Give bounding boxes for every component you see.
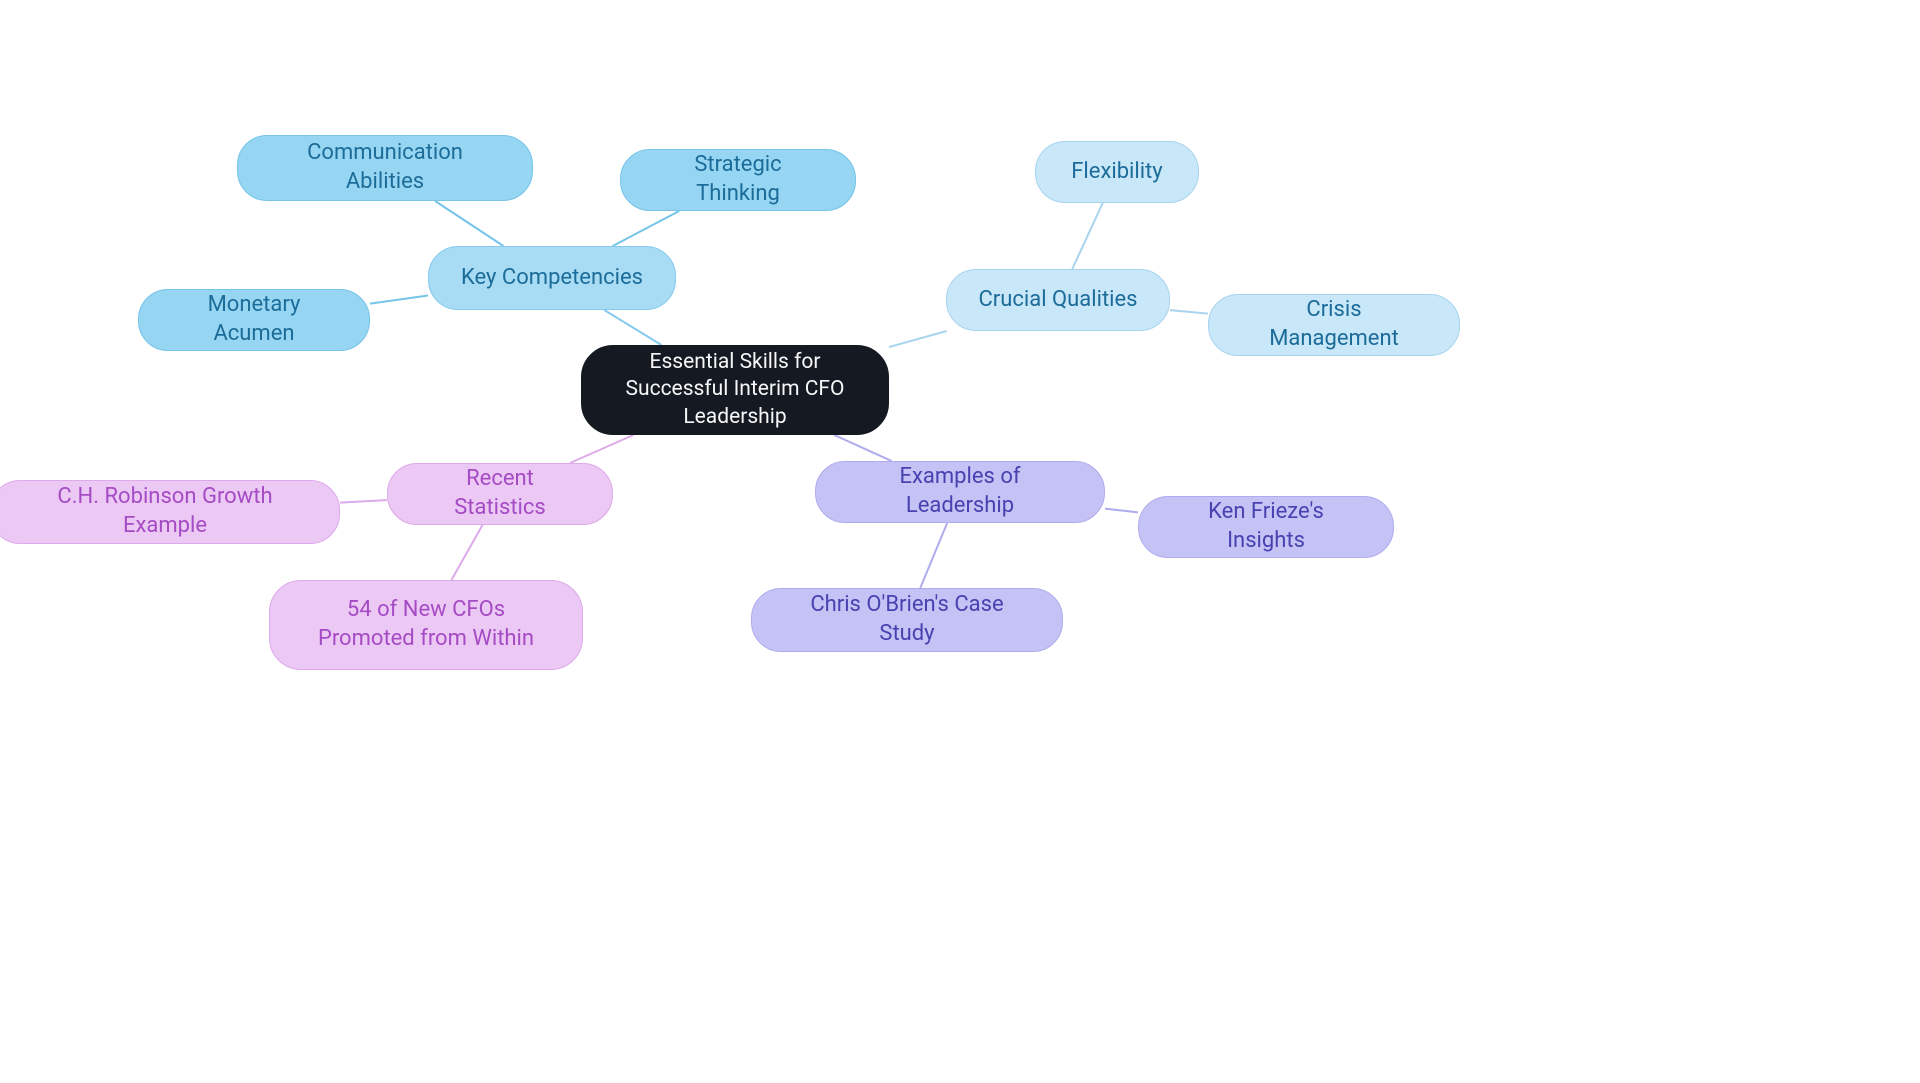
node-label: Crucial Qualities xyxy=(978,286,1137,315)
edge xyxy=(1170,310,1208,313)
mindmap-node-crisis: Crisis Management xyxy=(1208,294,1460,356)
mindmap-node-stats: Recent Statistics xyxy=(387,463,613,525)
node-label: Communication Abilities xyxy=(268,139,502,196)
edge xyxy=(451,525,482,580)
node-label: C.H. Robinson Growth Example xyxy=(21,483,309,540)
edge xyxy=(889,331,947,347)
mindmap-node-ch-rob: C.H. Robinson Growth Example xyxy=(0,480,340,544)
node-label: Monetary Acumen xyxy=(169,291,339,348)
mindmap-node-center: Essential Skills for Successful Interim … xyxy=(581,345,889,435)
node-label: 54 of New CFOs Promoted from Within xyxy=(300,596,552,653)
mindmap-node-key-comp: Key Competencies xyxy=(428,246,676,310)
edge xyxy=(604,310,661,345)
node-label: Crisis Management xyxy=(1239,296,1429,353)
edge xyxy=(435,201,503,246)
mindmap-node-monetary: Monetary Acumen xyxy=(138,289,370,351)
edge xyxy=(920,523,947,588)
edge xyxy=(1072,203,1102,269)
node-label: Key Competencies xyxy=(461,264,643,293)
mindmap-node-chris: Chris O'Brien's Case Study xyxy=(751,588,1063,652)
mindmap-node-examples: Examples of Leadership xyxy=(815,461,1105,523)
node-label: Strategic Thinking xyxy=(651,151,825,208)
mindmap-node-flex: Flexibility xyxy=(1035,141,1199,203)
edge xyxy=(834,435,891,461)
mindmap-node-comm: Communication Abilities xyxy=(237,135,533,201)
edge xyxy=(370,295,428,303)
node-label: Ken Frieze's Insights xyxy=(1169,498,1363,555)
edge xyxy=(1105,509,1138,513)
node-label: Examples of Leadership xyxy=(846,463,1074,520)
node-label: Flexibility xyxy=(1071,158,1162,187)
mindmap-node-promoted: 54 of New CFOs Promoted from Within xyxy=(269,580,583,670)
edge xyxy=(570,435,633,463)
node-label: Essential Skills for Successful Interim … xyxy=(612,349,858,431)
edge xyxy=(340,500,387,503)
mindmap-node-strategic: Strategic Thinking xyxy=(620,149,856,211)
edge xyxy=(613,211,679,246)
node-label: Recent Statistics xyxy=(418,465,582,522)
node-label: Chris O'Brien's Case Study xyxy=(782,591,1032,648)
mindmap-node-crucial: Crucial Qualities xyxy=(946,269,1170,331)
mindmap-node-ken: Ken Frieze's Insights xyxy=(1138,496,1394,558)
